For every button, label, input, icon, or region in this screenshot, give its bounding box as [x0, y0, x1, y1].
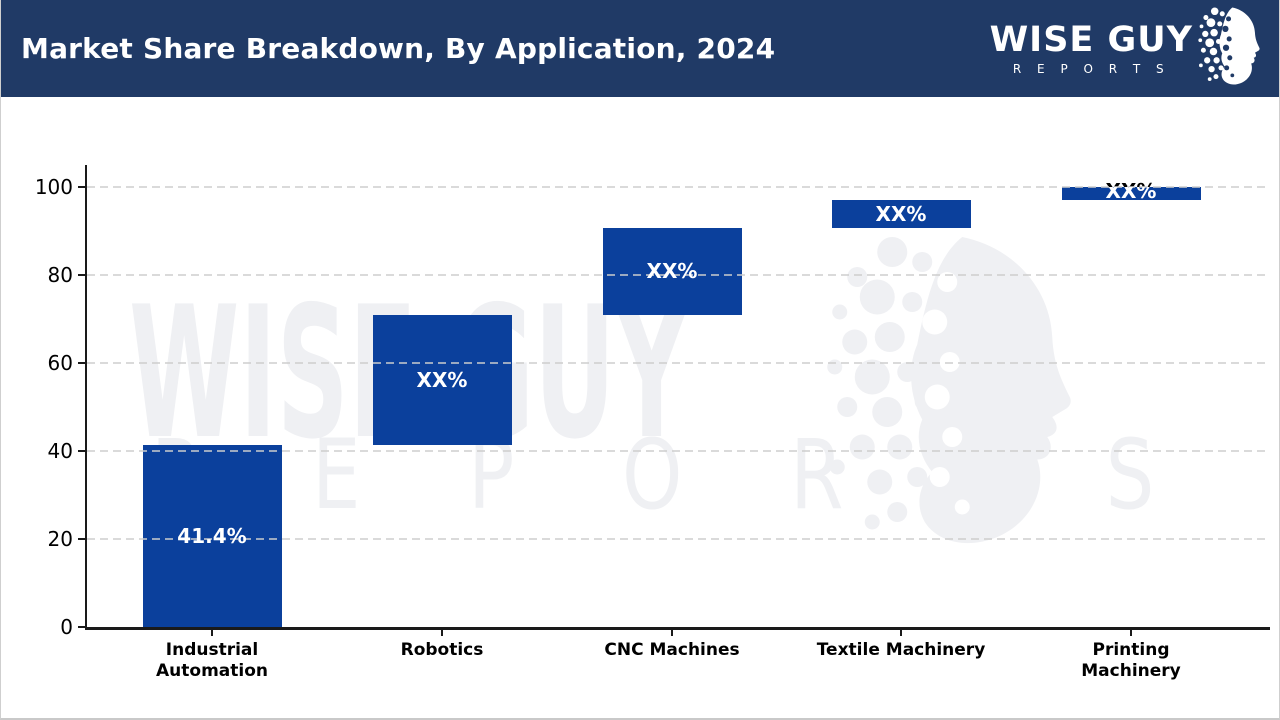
brand-subtitle: R E P O R T S: [1012, 61, 1170, 76]
y-axis-line: [85, 165, 87, 629]
y-tick-mark: [78, 450, 86, 452]
bar-value-label: XX%: [1105, 178, 1157, 203]
brand-logo-text: WISE GUY R E P O R T S: [989, 19, 1193, 76]
x-tick-mark: [900, 629, 902, 636]
y-tick-mark: [78, 186, 86, 188]
bar-value-label: XX%: [646, 259, 698, 284]
x-tick-mark: [441, 629, 443, 636]
x-category-label: Industrial Automation: [156, 640, 268, 681]
bar-value-label: 41.4%: [177, 523, 247, 548]
y-tick-label: 100: [34, 175, 73, 199]
x-category-label: CNC Machines: [604, 640, 740, 660]
y-tick-label: 80: [47, 263, 73, 287]
y-tick-label: 60: [47, 351, 73, 375]
y-tick-mark: [78, 274, 86, 276]
brand-logo: WISE GUY R E P O R T S: [990, 5, 1269, 93]
header-bar: Market Share Breakdown, By Application, …: [1, 0, 1279, 97]
bar-value-label: XX%: [875, 202, 927, 227]
bar-robotics: [372, 315, 512, 445]
x-tick-mark: [1130, 629, 1132, 636]
y-tick-mark: [78, 538, 86, 540]
gridline: [87, 274, 1270, 276]
bar-printing-machinery: [1061, 187, 1201, 201]
bar-textile-machinery: [831, 200, 971, 228]
y-tick-label: 40: [47, 439, 73, 463]
x-tick-mark: [211, 629, 213, 636]
brand-face-icon: [1195, 5, 1269, 93]
y-tick-label: 0: [60, 615, 73, 639]
gridline: [87, 362, 1270, 364]
brand-name: WISE GUY: [989, 19, 1193, 60]
bar-value-label: XX%: [416, 367, 468, 392]
bar-industrial-automation: [142, 444, 282, 627]
bar-cnc-machines: [602, 227, 742, 316]
y-tick-mark: [78, 362, 86, 364]
x-category-label: Robotics: [400, 640, 484, 660]
gridline: [87, 538, 1270, 540]
y-tick-mark: [78, 626, 86, 628]
gridline: [87, 186, 1270, 188]
x-axis-line: [85, 627, 1270, 630]
x-tick-mark: [671, 629, 673, 636]
chart-title: Market Share Breakdown, By Application, …: [21, 32, 776, 65]
x-category-label: Textile Machinery: [816, 640, 986, 660]
gridline: [87, 450, 1270, 452]
y-tick-label: 20: [47, 527, 73, 551]
x-category-label: Printing Machinery: [1081, 640, 1181, 681]
